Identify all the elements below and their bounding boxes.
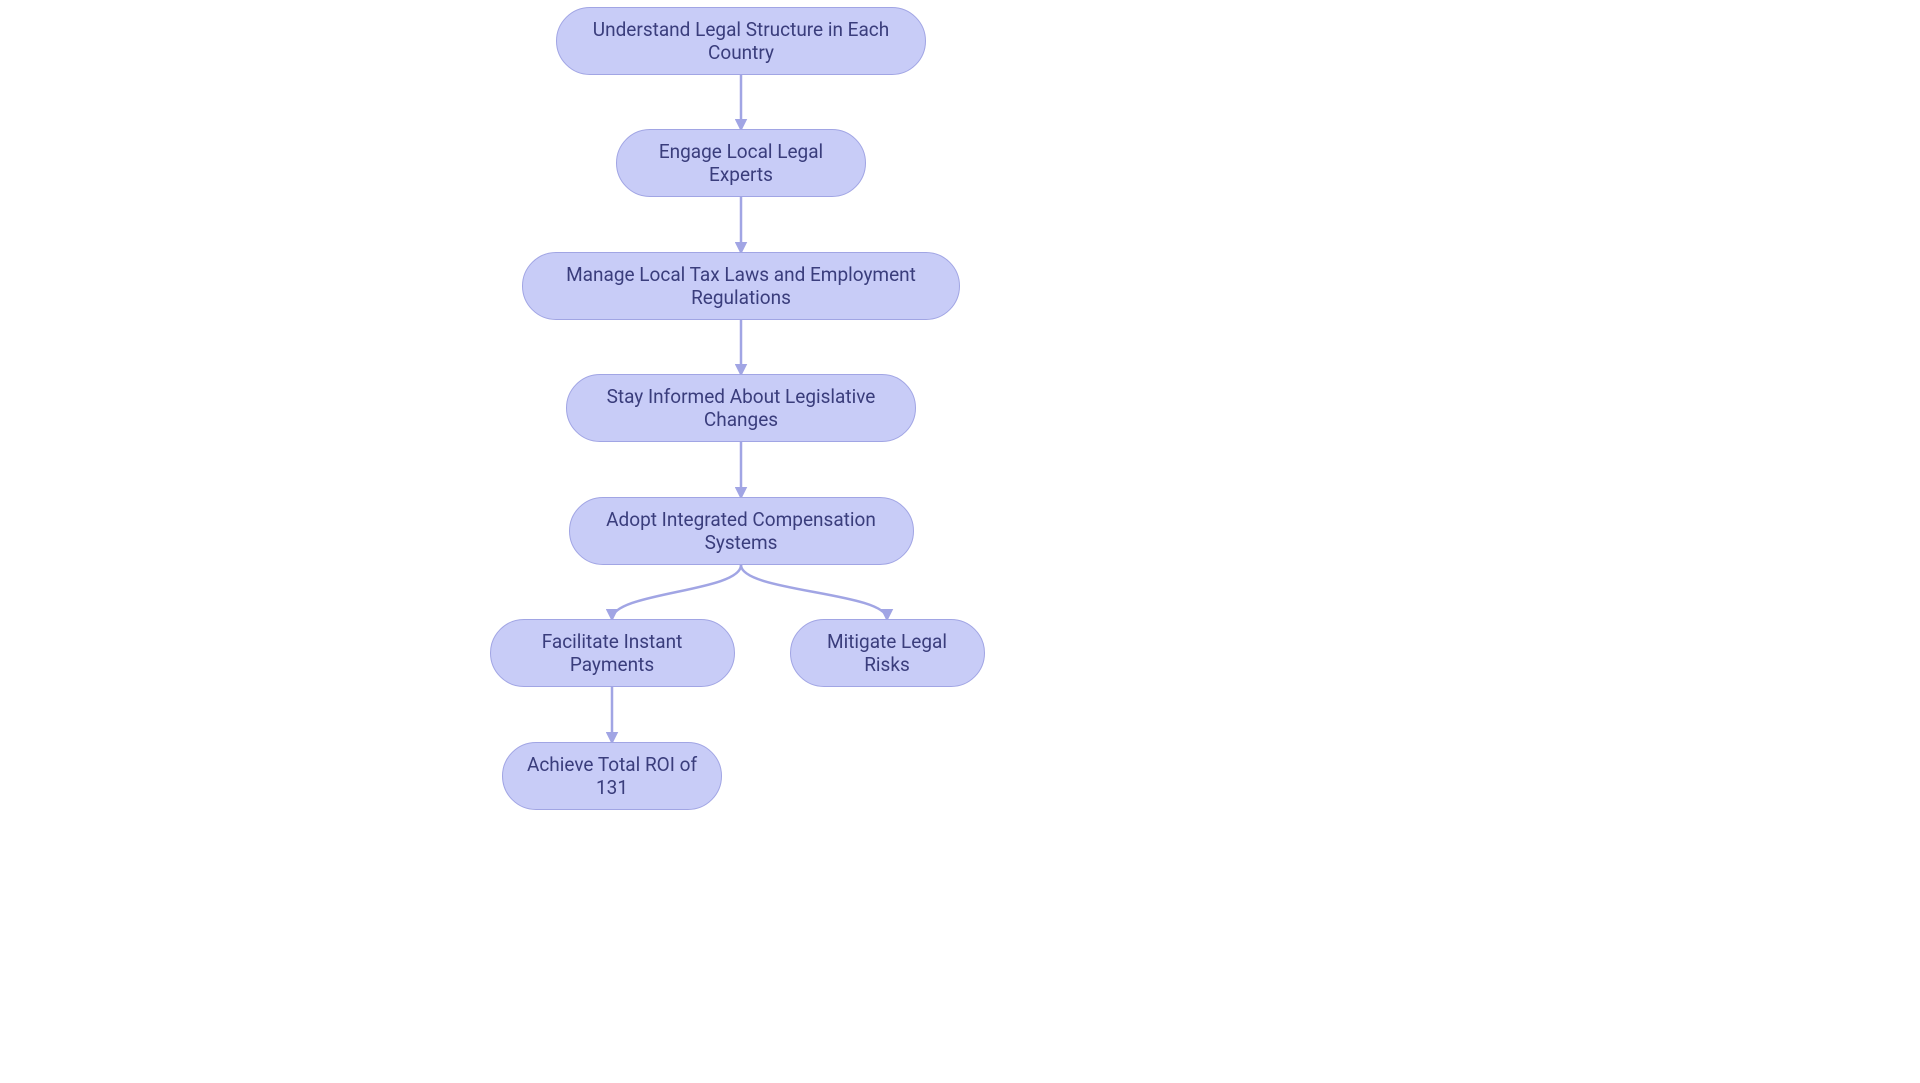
flow-node-n6: Facilitate Instant Payments [490, 619, 735, 687]
flow-node-n2: Engage Local Legal Experts [616, 129, 866, 197]
flow-node-n4: Stay Informed About Legislative Changes [566, 374, 916, 442]
flow-node-label: Stay Informed About Legislative Changes [587, 385, 895, 431]
edges-layer [0, 0, 1920, 1083]
flow-node-label: Engage Local Legal Experts [637, 140, 845, 186]
flow-edge [741, 565, 887, 619]
flowchart-canvas: Understand Legal Structure in Each Count… [0, 0, 1920, 1083]
flow-node-n3: Manage Local Tax Laws and Employment Reg… [522, 252, 960, 320]
flow-edge [612, 565, 741, 619]
flow-node-label: Understand Legal Structure in Each Count… [577, 18, 905, 64]
flow-node-label: Manage Local Tax Laws and Employment Reg… [543, 263, 939, 309]
flow-node-label: Facilitate Instant Payments [511, 630, 714, 676]
flow-node-n8: Achieve Total ROI of 131 [502, 742, 722, 810]
flow-node-label: Achieve Total ROI of 131 [523, 753, 701, 799]
flow-node-n5: Adopt Integrated Compensation Systems [569, 497, 914, 565]
flow-node-label: Mitigate Legal Risks [811, 630, 964, 676]
flow-node-n1: Understand Legal Structure in Each Count… [556, 7, 926, 75]
flow-node-label: Adopt Integrated Compensation Systems [590, 508, 893, 554]
flow-node-n7: Mitigate Legal Risks [790, 619, 985, 687]
